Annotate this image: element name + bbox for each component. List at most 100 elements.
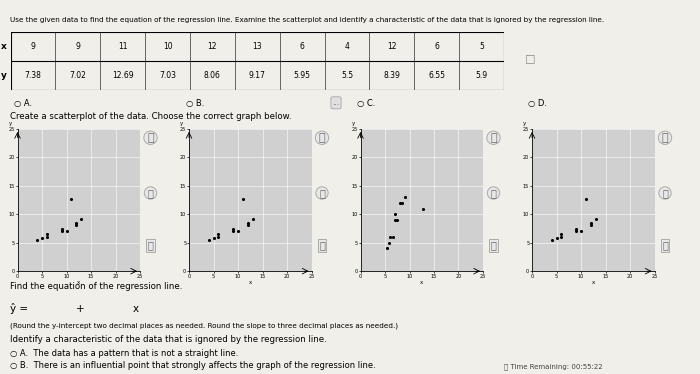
Point bbox=[242, 220, 253, 226]
Text: x: x bbox=[1, 42, 7, 51]
Text: y: y bbox=[1, 71, 7, 80]
Point bbox=[590, 216, 601, 222]
Text: Create a scatterplot of the data. Choose the correct graph below.: Create a scatterplot of the data. Choose… bbox=[10, 112, 292, 121]
Text: y: y bbox=[523, 121, 526, 126]
Text: Find the equation of the regression line.: Find the equation of the regression line… bbox=[10, 282, 183, 291]
Text: ⧉: ⧉ bbox=[662, 240, 668, 251]
Text: ⧉: ⧉ bbox=[148, 240, 153, 251]
Text: 7.03: 7.03 bbox=[159, 71, 176, 80]
Point bbox=[56, 226, 67, 232]
Text: 8.06: 8.06 bbox=[204, 71, 220, 80]
Point bbox=[213, 234, 224, 240]
Point bbox=[213, 231, 224, 237]
X-axis label: x: x bbox=[77, 280, 80, 285]
Text: 12.69: 12.69 bbox=[112, 71, 134, 80]
X-axis label: x: x bbox=[420, 280, 424, 285]
Text: 6: 6 bbox=[300, 42, 304, 51]
Point bbox=[203, 237, 214, 243]
Text: ○ D.: ○ D. bbox=[528, 99, 547, 108]
Text: (Round the y-intercept two decimal places as needed. Round the slope to three de: (Round the y-intercept two decimal place… bbox=[10, 323, 398, 329]
Text: 10: 10 bbox=[162, 42, 172, 51]
Point bbox=[56, 228, 67, 234]
Text: ŷ =: ŷ = bbox=[10, 303, 29, 314]
Text: 11: 11 bbox=[118, 42, 127, 51]
Text: Use the given data to find the equation of the regression line. Examine the scat: Use the given data to find the equation … bbox=[10, 17, 605, 23]
Point bbox=[66, 196, 77, 202]
Text: y: y bbox=[351, 121, 355, 126]
Point bbox=[400, 194, 411, 200]
Point bbox=[384, 240, 395, 246]
Point bbox=[76, 216, 87, 222]
Text: ...: ... bbox=[332, 98, 340, 107]
Text: 12: 12 bbox=[387, 42, 397, 51]
Text: 6.55: 6.55 bbox=[428, 71, 445, 80]
Point bbox=[71, 220, 82, 226]
Text: ⌕: ⌕ bbox=[490, 133, 497, 143]
Text: 6: 6 bbox=[434, 42, 439, 51]
Text: ⌕: ⌕ bbox=[662, 133, 668, 143]
Point bbox=[575, 228, 587, 234]
Text: 5.9: 5.9 bbox=[475, 71, 488, 80]
Point bbox=[384, 234, 395, 240]
Point bbox=[556, 234, 567, 240]
Text: ⌕: ⌕ bbox=[662, 188, 668, 198]
Point bbox=[585, 220, 596, 226]
Text: 8.39: 8.39 bbox=[384, 71, 400, 80]
Point bbox=[570, 228, 582, 234]
Text: ⌕: ⌕ bbox=[148, 188, 153, 198]
Point bbox=[387, 234, 398, 240]
Text: ⌕: ⌕ bbox=[319, 188, 325, 198]
Text: 5.95: 5.95 bbox=[293, 71, 311, 80]
Point bbox=[580, 196, 592, 202]
Text: Identify a characteristic of the data that is ignored by the regression line.: Identify a characteristic of the data th… bbox=[10, 335, 328, 344]
Text: □: □ bbox=[525, 53, 536, 63]
X-axis label: x: x bbox=[248, 280, 252, 285]
Point bbox=[232, 228, 244, 234]
Text: ○ B.  There is an influential point that strongly affects the graph of the regre: ○ B. There is an influential point that … bbox=[10, 361, 377, 370]
Point bbox=[585, 222, 596, 228]
Text: 9: 9 bbox=[76, 42, 80, 51]
Text: ⧉: ⧉ bbox=[491, 240, 496, 251]
Text: x: x bbox=[133, 304, 139, 313]
Point bbox=[32, 237, 43, 243]
Text: y: y bbox=[180, 121, 183, 126]
Point bbox=[71, 222, 82, 228]
Point bbox=[61, 228, 72, 234]
Point bbox=[41, 231, 52, 237]
Point bbox=[556, 231, 567, 237]
Text: 12: 12 bbox=[208, 42, 217, 51]
Text: 7.38: 7.38 bbox=[25, 71, 41, 80]
Text: ○ C.: ○ C. bbox=[357, 99, 375, 108]
Text: ⌕: ⌕ bbox=[318, 133, 326, 143]
Point bbox=[391, 217, 402, 223]
Point bbox=[546, 237, 557, 243]
Text: 5.5: 5.5 bbox=[341, 71, 353, 80]
Point bbox=[208, 234, 219, 240]
Text: ⏱ Time Remaining: 00:55:22: ⏱ Time Remaining: 00:55:22 bbox=[504, 364, 603, 370]
Point bbox=[389, 211, 400, 217]
Text: +: + bbox=[76, 304, 85, 313]
Text: ⌕: ⌕ bbox=[147, 133, 154, 143]
Point bbox=[36, 234, 48, 240]
Text: 9.17: 9.17 bbox=[248, 71, 266, 80]
Text: 13: 13 bbox=[253, 42, 262, 51]
Text: 9: 9 bbox=[31, 42, 36, 51]
Text: ⌕: ⌕ bbox=[491, 188, 496, 198]
Point bbox=[247, 216, 258, 222]
Point bbox=[382, 245, 393, 251]
Text: ⧉: ⧉ bbox=[319, 240, 325, 251]
Point bbox=[237, 196, 248, 202]
X-axis label: x: x bbox=[592, 280, 595, 285]
Text: ○ A.  The data has a pattern that is not a straight line.: ○ A. The data has a pattern that is not … bbox=[10, 349, 239, 358]
Point bbox=[417, 206, 428, 212]
Point bbox=[228, 226, 239, 232]
Text: 5: 5 bbox=[479, 42, 484, 51]
Text: y: y bbox=[8, 121, 12, 126]
Point bbox=[394, 200, 405, 206]
Text: 7.02: 7.02 bbox=[69, 71, 86, 80]
Point bbox=[41, 234, 52, 240]
Text: 4: 4 bbox=[344, 42, 349, 51]
Point bbox=[389, 217, 400, 223]
Point bbox=[396, 200, 407, 206]
Text: ○ B.: ○ B. bbox=[186, 99, 204, 108]
